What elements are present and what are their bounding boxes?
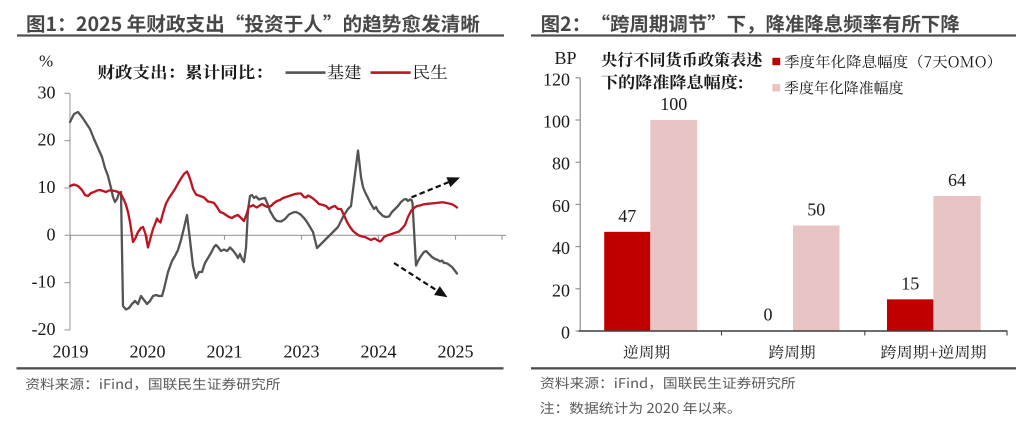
svg-text:15: 15: [901, 273, 919, 293]
svg-text:10: 10: [38, 177, 56, 197]
svg-text:50: 50: [807, 200, 825, 220]
svg-text:-10: -10: [32, 272, 56, 292]
svg-text:0: 0: [47, 224, 56, 244]
svg-text:20: 20: [38, 130, 56, 150]
svg-text:2025: 2025: [438, 342, 474, 362]
svg-text:2024: 2024: [361, 342, 397, 362]
svg-text:60: 60: [552, 196, 570, 216]
svg-text:120: 120: [543, 69, 570, 89]
svg-text:2021: 2021: [207, 342, 243, 362]
svg-text:20: 20: [552, 280, 570, 300]
svg-text:0: 0: [764, 304, 773, 324]
svg-text:100: 100: [543, 112, 570, 132]
svg-text:64: 64: [948, 170, 966, 190]
svg-text:100: 100: [660, 94, 687, 114]
svg-text:40: 40: [552, 238, 570, 258]
svg-text:47: 47: [618, 206, 636, 226]
svg-text:2020: 2020: [130, 342, 166, 362]
svg-text:0: 0: [561, 323, 570, 343]
svg-text:2023: 2023: [284, 342, 320, 362]
svg-text:2019: 2019: [53, 342, 89, 362]
svg-text:BP: BP: [555, 48, 577, 68]
svg-text:30: 30: [38, 82, 56, 102]
svg-text:%: %: [39, 52, 53, 71]
svg-text:80: 80: [552, 154, 570, 174]
svg-text:-20: -20: [32, 319, 56, 339]
